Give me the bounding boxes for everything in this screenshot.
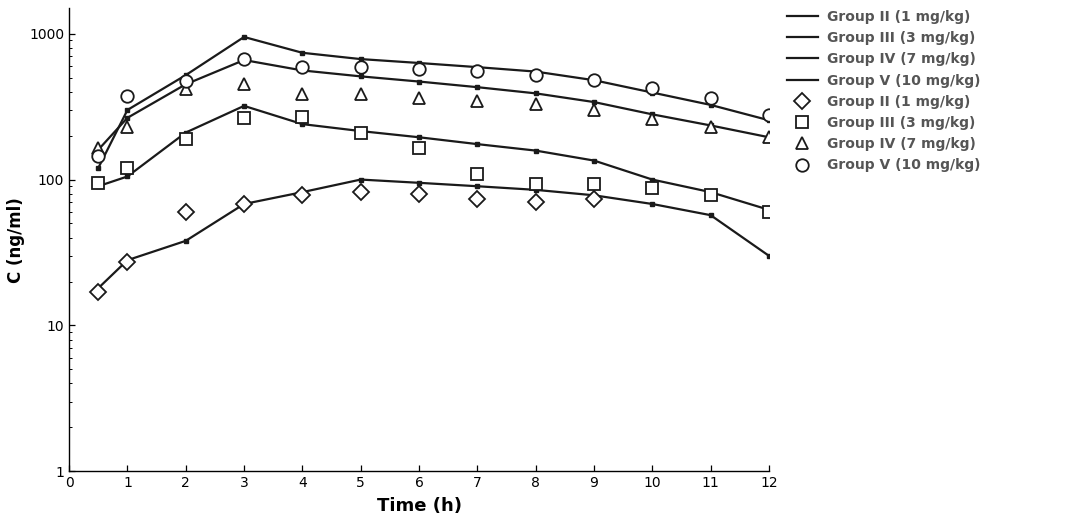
X-axis label: Time (h): Time (h) — [377, 497, 461, 515]
Legend: Group II (1 mg/kg), Group III (3 mg/kg), Group IV (7 mg/kg), Group V (10 mg/kg),: Group II (1 mg/kg), Group III (3 mg/kg),… — [783, 6, 985, 176]
Y-axis label: C (ng/ml): C (ng/ml) — [7, 197, 25, 282]
